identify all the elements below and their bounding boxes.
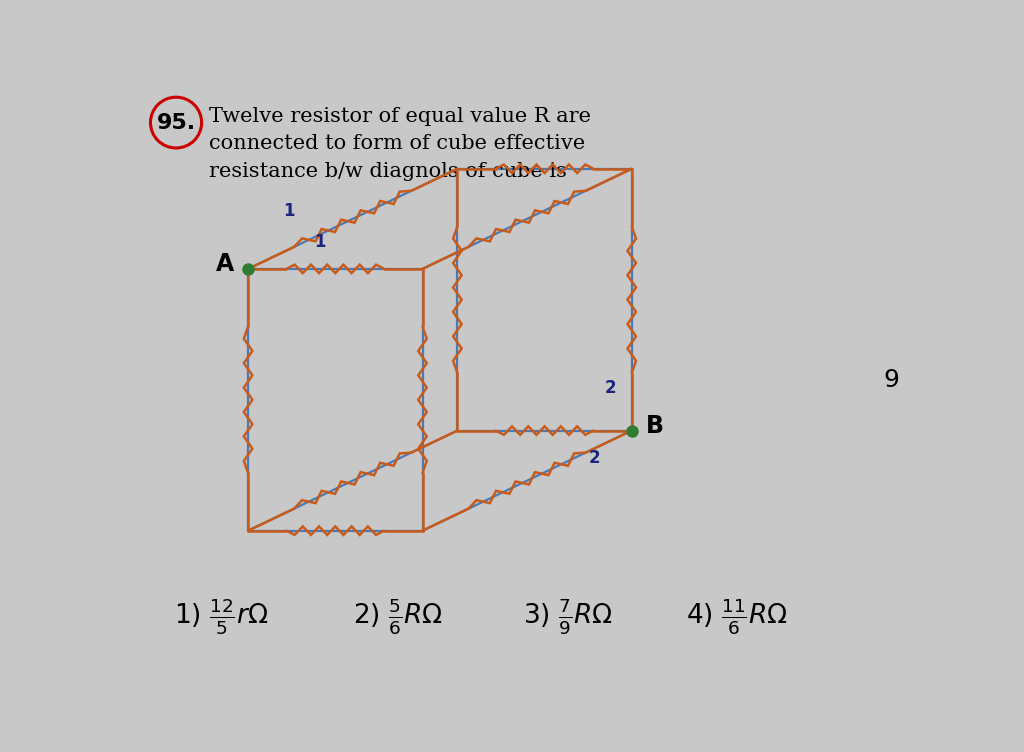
Text: 3) $\mathregular{\frac{7}{9}}$$R\Omega$: 3) $\mathregular{\frac{7}{9}}$$R\Omega$ xyxy=(523,597,613,637)
Text: 1: 1 xyxy=(314,233,326,251)
Text: 95.: 95. xyxy=(157,114,196,133)
Text: A: A xyxy=(216,252,234,276)
Text: 1) $\mathregular{\frac{12}{5}}$$r\Omega$: 1) $\mathregular{\frac{12}{5}}$$r\Omega$ xyxy=(174,597,268,637)
Text: 2: 2 xyxy=(589,448,601,466)
Text: 9: 9 xyxy=(884,368,899,392)
Text: 2: 2 xyxy=(604,379,616,397)
Text: 2) $\mathregular{\frac{5}{6}}$$R\Omega$: 2) $\mathregular{\frac{5}{6}}$$R\Omega$ xyxy=(352,597,442,637)
Text: 1: 1 xyxy=(283,202,295,220)
Text: B: B xyxy=(646,414,664,438)
Text: 4) $\mathregular{\frac{11}{6}}$$R\Omega$: 4) $\mathregular{\frac{11}{6}}$$R\Omega$ xyxy=(686,597,787,637)
Text: Twelve resistor of equal value R are
connected to form of cube effective
resista: Twelve resistor of equal value R are con… xyxy=(209,108,592,180)
